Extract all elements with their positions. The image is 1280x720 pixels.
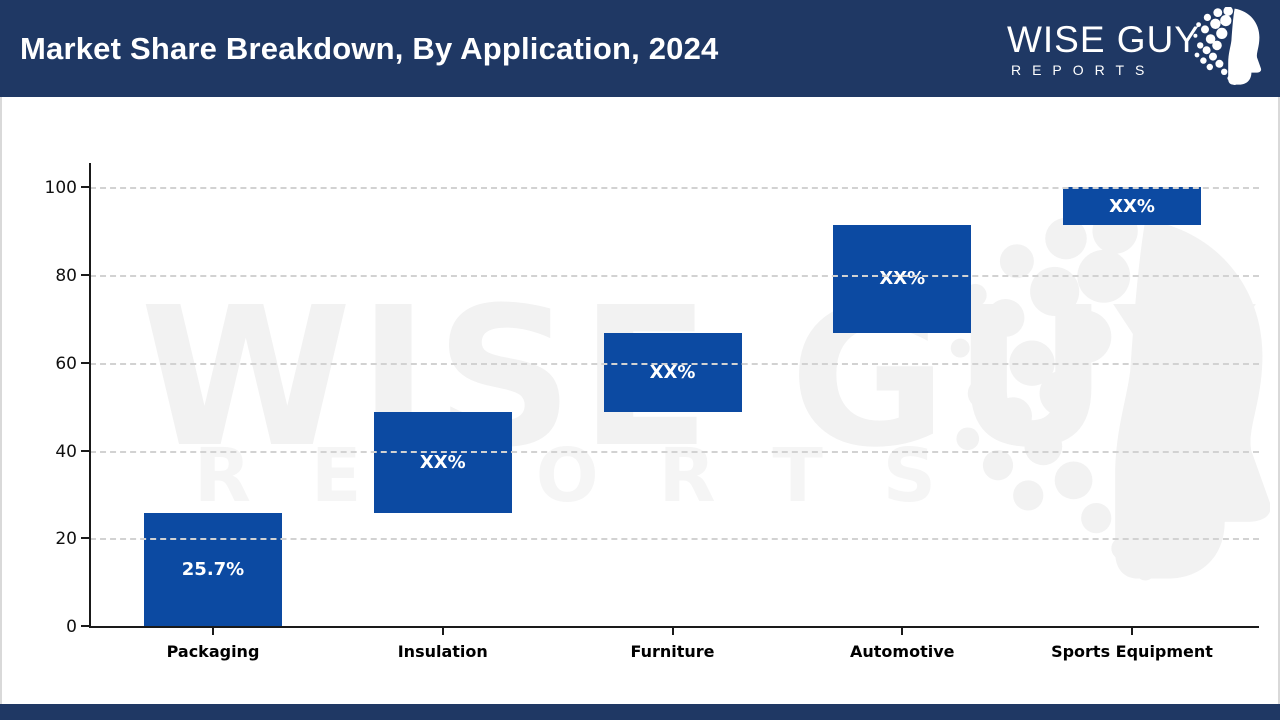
category-label: Sports Equipment	[1051, 642, 1213, 661]
wise-guy-logo: WISE GUY REPORTS	[1007, 5, 1262, 91]
y-tick-label: 80	[55, 266, 77, 286]
gridline	[90, 187, 1259, 190]
x-tick	[901, 627, 904, 635]
y-tick-label: 60	[55, 353, 77, 374]
y-tick	[81, 274, 89, 276]
bar-automotive: XX%	[833, 224, 972, 333]
bar-value-label: 25.7%	[181, 559, 245, 581]
y-tick-label: 0	[66, 617, 77, 637]
chart-area: WISE GUY REPORTS 25.7%PackagingXX%Insula…	[0, 97, 1280, 704]
y-tick-label: 100	[44, 178, 77, 199]
x-tick	[212, 627, 214, 635]
y-tick	[81, 537, 89, 540]
chart-title: Market Share Breakdown, By Application, …	[20, 30, 719, 66]
bar-packaging: 25.7%	[144, 513, 282, 626]
x-tick	[671, 627, 674, 635]
x-tick	[441, 627, 444, 635]
x-tick	[1131, 627, 1133, 635]
category-label: Insulation	[397, 642, 488, 661]
y-tick	[81, 625, 89, 627]
bar-value-label: XX%	[1109, 195, 1155, 217]
y-tick	[81, 361, 89, 364]
y-tick	[81, 186, 89, 189]
bar-value-label: XX%	[419, 452, 466, 474]
logo-wordmark: WISE GUY	[1006, 18, 1200, 60]
gridline	[90, 538, 1259, 541]
bar-sports-equipment: XX%	[1063, 187, 1201, 225]
gridline	[90, 450, 1259, 453]
gridline	[90, 275, 1259, 277]
dotted-head-icon	[1188, 5, 1262, 91]
bar-insulation: XX%	[373, 411, 512, 514]
bar-furniture: XX%	[603, 332, 742, 412]
bar-value-label: XX%	[649, 361, 696, 383]
y-tick-label: 20	[55, 529, 77, 550]
category-label: Furniture	[630, 642, 715, 661]
logo-text: WISE GUY REPORTS	[1007, 21, 1200, 77]
category-label: Automotive	[850, 642, 955, 661]
category-label: Packaging	[166, 642, 260, 661]
header: Market Share Breakdown, By Application, …	[0, 0, 1280, 97]
y-tick	[81, 449, 89, 452]
plot: 25.7% Packaging XX% Insulation XX% Furniture X…	[2, 97, 1278, 704]
x-axis	[89, 626, 1259, 628]
footer-bar	[0, 704, 1280, 720]
gridline	[90, 362, 1259, 365]
bar-value-label: XX%	[879, 268, 926, 290]
y-axis	[89, 163, 91, 628]
logo-subtitle: REPORTS	[1010, 61, 1156, 78]
y-tick-label: 40	[55, 441, 77, 462]
